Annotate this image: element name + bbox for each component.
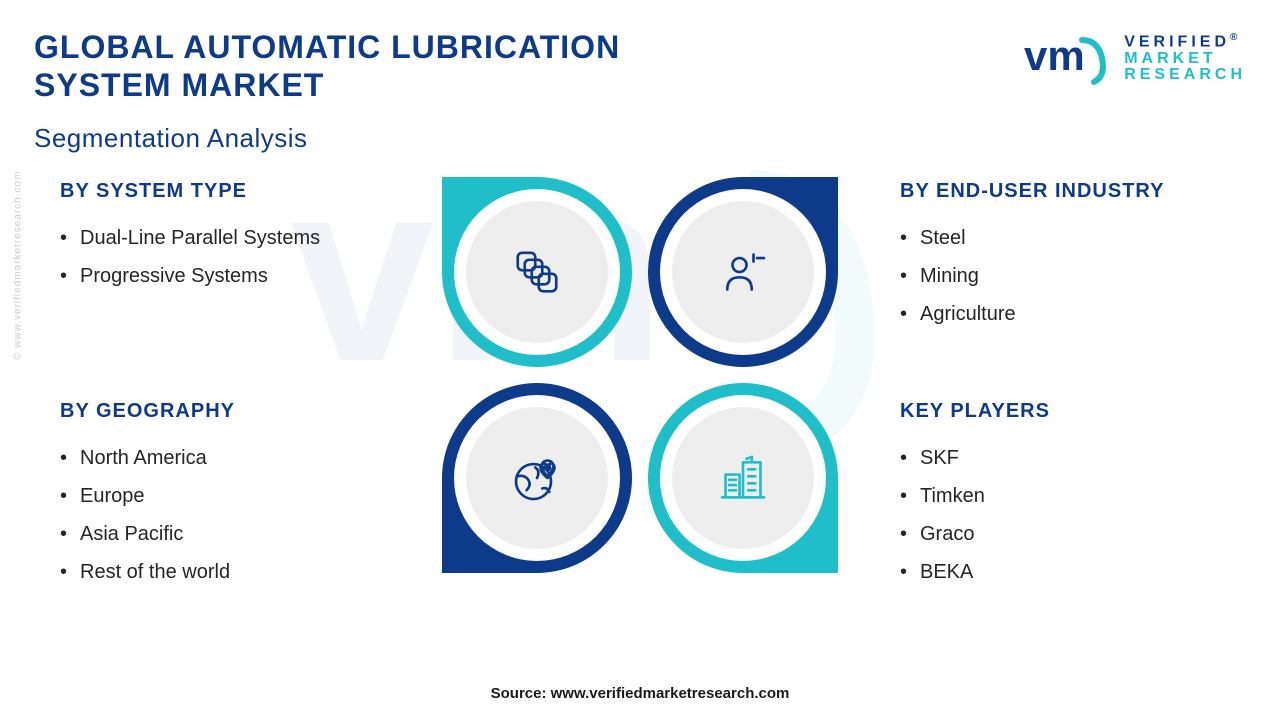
logo-line-1: VERIFIED [1124, 34, 1230, 51]
petal-cluster [440, 175, 840, 575]
segment-key-players: KEY PLAYERS SKF Timken Graco BEKA [900, 400, 1220, 591]
brand-logo: vm VERIFIED® MARKET RESEARCH [1024, 28, 1246, 88]
petal-inner [660, 189, 826, 355]
list-item: Asia Pacific [60, 515, 380, 553]
svg-text:vm: vm [1024, 32, 1085, 79]
logo-mark: vm [1024, 28, 1114, 88]
segment-list: SKF Timken Graco BEKA [900, 439, 1220, 591]
list-item: Steel [900, 219, 1220, 257]
list-item: Agriculture [900, 295, 1220, 333]
petal-circle [672, 201, 815, 344]
footer-source: Source: www.verifiedmarketresearch.com [0, 685, 1280, 702]
list-item: BEKA [900, 553, 1220, 591]
logo-text: VERIFIED® MARKET RESEARCH [1124, 33, 1246, 82]
page-subtitle: Segmentation Analysis [34, 123, 734, 154]
list-item: Rest of the world [60, 553, 380, 591]
list-item: Europe [60, 477, 380, 515]
list-item: Timken [900, 477, 1220, 515]
petal-circle [466, 201, 609, 344]
petal-circle [672, 407, 815, 550]
petal-inner [660, 395, 826, 561]
header: GLOBAL AUTOMATIC LUBRICATION SYSTEM MARK… [34, 28, 1246, 154]
segment-title: BY SYSTEM TYPE [60, 180, 380, 203]
registered-mark: ® [1230, 32, 1241, 43]
user-icon [715, 244, 771, 300]
list-item: Graco [900, 515, 1220, 553]
list-item: North America [60, 439, 380, 477]
segment-title: BY GEOGRAPHY [60, 400, 380, 423]
title-block: GLOBAL AUTOMATIC LUBRICATION SYSTEM MARK… [34, 28, 734, 154]
globe-icon [509, 450, 565, 506]
list-item: SKF [900, 439, 1220, 477]
petal-end-user [648, 177, 838, 367]
layers-icon [509, 244, 565, 300]
content-area: BY SYSTEM TYPE Dual-Line Parallel System… [0, 170, 1280, 660]
segment-list: North America Europe Asia Pacific Rest o… [60, 439, 380, 591]
segment-end-user: BY END-USER INDUSTRY Steel Mining Agricu… [900, 180, 1220, 333]
logo-line-3: RESEARCH [1124, 67, 1246, 83]
petal-key-players [648, 383, 838, 573]
list-item: Dual-Line Parallel Systems [60, 219, 380, 257]
list-item: Progressive Systems [60, 257, 380, 295]
building-icon [715, 450, 771, 506]
segment-geography: BY GEOGRAPHY North America Europe Asia P… [60, 400, 380, 591]
segment-title: KEY PLAYERS [900, 400, 1220, 423]
petal-circle [466, 407, 609, 550]
list-item: Mining [900, 257, 1220, 295]
petal-geography [442, 383, 632, 573]
segment-list: Dual-Line Parallel Systems Progressive S… [60, 219, 380, 295]
segment-list: Steel Mining Agriculture [900, 219, 1220, 333]
petal-inner [454, 189, 620, 355]
logo-line-2: MARKET [1124, 51, 1246, 67]
segment-title: BY END-USER INDUSTRY [900, 180, 1220, 203]
petal-system-type [442, 177, 632, 367]
petal-inner [454, 395, 620, 561]
segment-system-type: BY SYSTEM TYPE Dual-Line Parallel System… [60, 180, 380, 295]
page-title: GLOBAL AUTOMATIC LUBRICATION SYSTEM MARK… [34, 28, 734, 105]
